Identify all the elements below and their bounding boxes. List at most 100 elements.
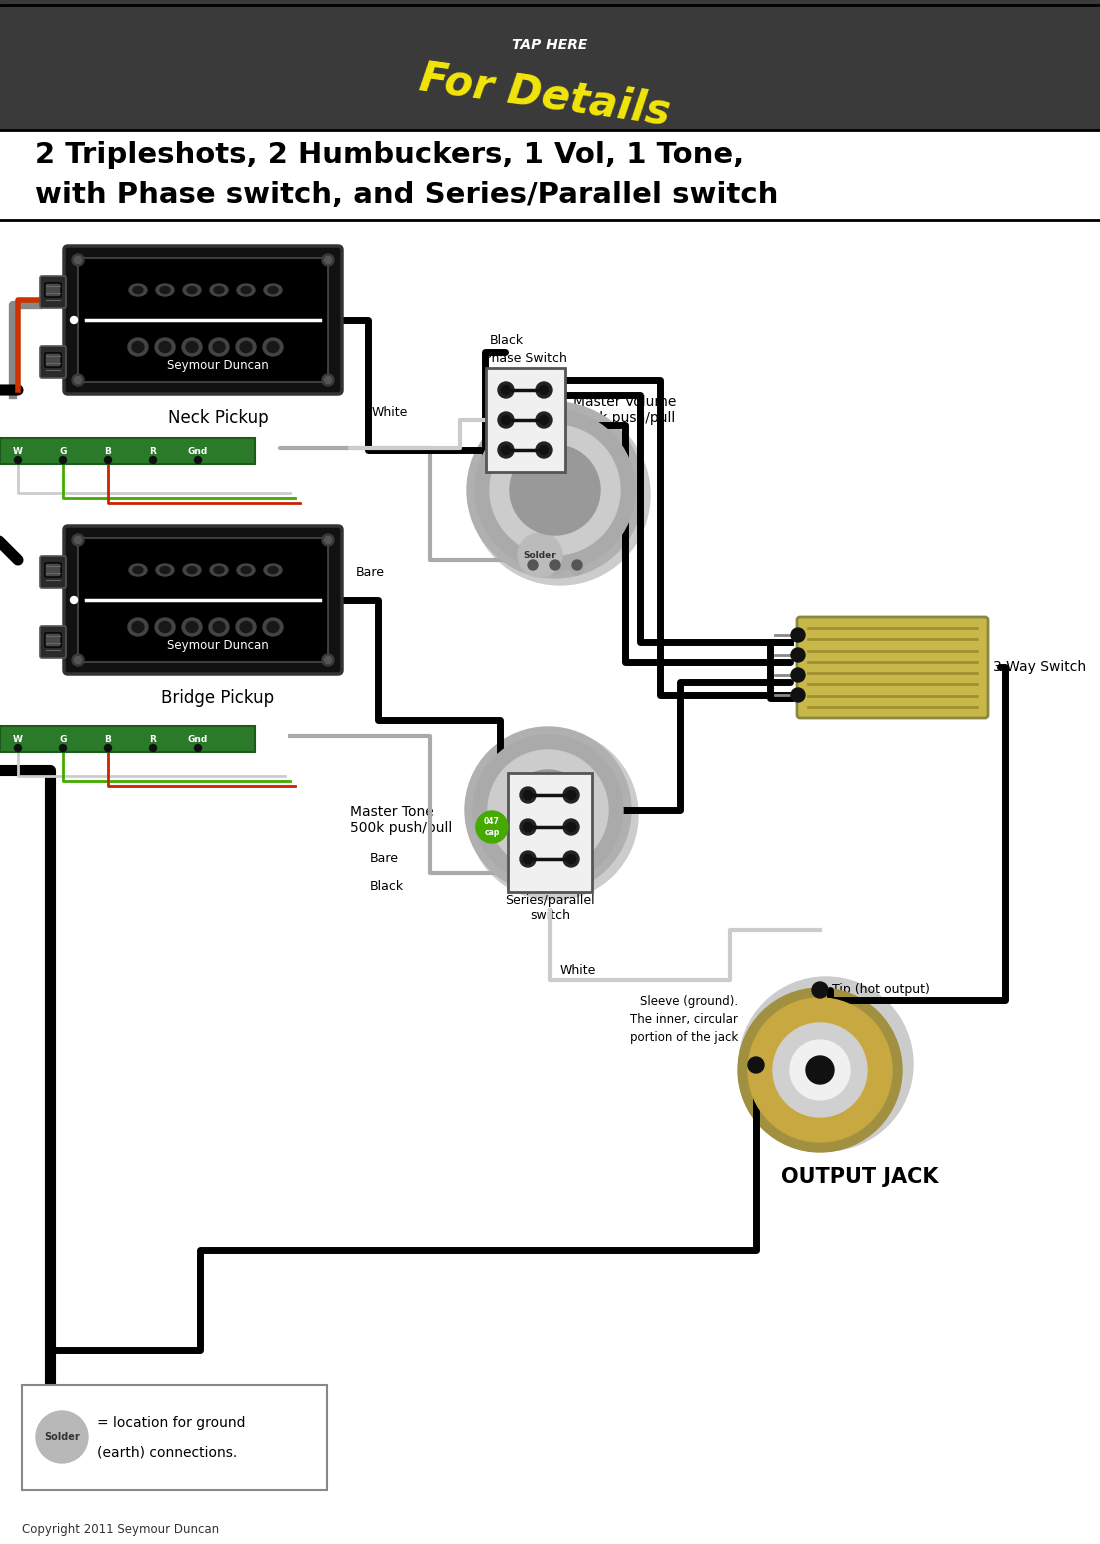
FancyBboxPatch shape	[486, 367, 565, 472]
FancyBboxPatch shape	[40, 556, 66, 588]
Circle shape	[748, 1058, 764, 1073]
Circle shape	[150, 744, 156, 752]
Circle shape	[488, 750, 608, 869]
Circle shape	[521, 875, 531, 885]
Ellipse shape	[267, 622, 279, 633]
Text: 3-Way Switch: 3-Way Switch	[993, 659, 1086, 675]
Circle shape	[498, 412, 514, 428]
Text: R: R	[150, 446, 156, 455]
Circle shape	[539, 415, 549, 425]
Ellipse shape	[210, 284, 228, 296]
Text: Bare: Bare	[356, 567, 385, 579]
Circle shape	[72, 534, 84, 547]
Text: Master Volume
500k push/pull: Master Volume 500k push/pull	[573, 395, 676, 425]
Circle shape	[195, 744, 201, 752]
Text: R: R	[150, 735, 156, 744]
Circle shape	[791, 689, 805, 703]
FancyBboxPatch shape	[40, 346, 66, 378]
Circle shape	[324, 536, 331, 543]
Circle shape	[104, 457, 111, 463]
Circle shape	[528, 560, 538, 570]
FancyBboxPatch shape	[78, 258, 328, 381]
Ellipse shape	[263, 618, 283, 636]
Ellipse shape	[570, 554, 584, 574]
Ellipse shape	[213, 622, 226, 633]
Ellipse shape	[240, 341, 252, 352]
Ellipse shape	[213, 341, 226, 352]
Ellipse shape	[182, 618, 202, 636]
FancyBboxPatch shape	[45, 283, 60, 296]
Text: Solder: Solder	[524, 551, 557, 559]
Circle shape	[470, 405, 650, 585]
Circle shape	[75, 256, 81, 264]
Circle shape	[773, 1024, 867, 1116]
Circle shape	[510, 445, 600, 536]
Text: Copyright 2011 Seymour Duncan: Copyright 2011 Seymour Duncan	[22, 1524, 219, 1536]
FancyBboxPatch shape	[798, 618, 988, 718]
Ellipse shape	[182, 338, 202, 357]
Circle shape	[791, 648, 805, 662]
Circle shape	[72, 255, 84, 266]
Circle shape	[502, 446, 510, 454]
Text: with Phase switch, and Series/Parallel switch: with Phase switch, and Series/Parallel s…	[35, 181, 779, 208]
Text: Neck Pickup: Neck Pickup	[167, 409, 268, 428]
Circle shape	[550, 560, 560, 570]
FancyBboxPatch shape	[40, 276, 66, 307]
Circle shape	[150, 457, 156, 463]
Circle shape	[539, 386, 549, 395]
Text: Solder: Solder	[44, 1431, 80, 1442]
Text: Bare: Bare	[370, 851, 399, 865]
Circle shape	[566, 791, 575, 800]
Circle shape	[70, 596, 77, 604]
Circle shape	[563, 851, 579, 868]
FancyBboxPatch shape	[45, 633, 60, 647]
Ellipse shape	[241, 287, 251, 293]
Circle shape	[476, 811, 508, 843]
Ellipse shape	[128, 618, 148, 636]
Text: Master Tone
500k push/pull: Master Tone 500k push/pull	[350, 804, 452, 835]
Ellipse shape	[156, 564, 174, 576]
Text: White: White	[560, 963, 596, 976]
Circle shape	[322, 374, 334, 386]
Circle shape	[72, 374, 84, 386]
Circle shape	[536, 412, 552, 428]
Text: (earth) connections.: (earth) connections.	[97, 1447, 238, 1461]
Ellipse shape	[160, 287, 170, 293]
FancyBboxPatch shape	[508, 774, 592, 892]
Circle shape	[475, 411, 635, 570]
Ellipse shape	[519, 869, 534, 889]
Circle shape	[324, 377, 331, 383]
Circle shape	[806, 1056, 834, 1084]
Ellipse shape	[133, 287, 143, 293]
Circle shape	[468, 401, 644, 577]
Text: White: White	[372, 406, 408, 418]
Circle shape	[75, 536, 81, 543]
Circle shape	[322, 534, 334, 547]
Text: Seymour Duncan: Seymour Duncan	[167, 358, 268, 372]
Circle shape	[322, 255, 334, 266]
Text: G: G	[59, 735, 67, 744]
Ellipse shape	[210, 564, 228, 576]
Ellipse shape	[263, 338, 283, 357]
Circle shape	[563, 818, 579, 835]
Circle shape	[498, 442, 514, 459]
Circle shape	[812, 982, 828, 997]
Ellipse shape	[264, 564, 282, 576]
Text: W: W	[13, 735, 23, 744]
Text: Black: Black	[490, 334, 524, 346]
Text: B: B	[104, 446, 111, 455]
Circle shape	[36, 1411, 88, 1464]
Text: Seymour Duncan: Seymour Duncan	[167, 639, 268, 652]
Circle shape	[539, 446, 549, 454]
Circle shape	[59, 744, 66, 752]
Circle shape	[75, 656, 81, 664]
FancyBboxPatch shape	[45, 564, 60, 577]
Bar	[22, 1385, 327, 1490]
Circle shape	[324, 656, 331, 664]
Ellipse shape	[132, 341, 144, 352]
Ellipse shape	[209, 618, 229, 636]
Circle shape	[465, 727, 631, 892]
Ellipse shape	[156, 284, 174, 296]
Circle shape	[473, 735, 623, 885]
Circle shape	[536, 381, 552, 398]
